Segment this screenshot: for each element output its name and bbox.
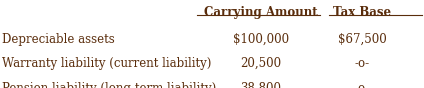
Text: $67,500: $67,500 [338,33,387,46]
Text: -o-: -o- [355,82,370,88]
Text: Carrying Amount: Carrying Amount [204,6,318,19]
Text: Warranty liability (current liability): Warranty liability (current liability) [2,57,212,70]
Text: 38,800: 38,800 [240,82,281,88]
Text: Tax Base: Tax Base [333,6,392,19]
Text: $100,000: $100,000 [233,33,289,46]
Text: -o-: -o- [355,57,370,70]
Text: 20,500: 20,500 [240,57,281,70]
Text: Pension liability (long-term liability): Pension liability (long-term liability) [2,82,216,88]
Text: Depreciable assets: Depreciable assets [2,33,115,46]
